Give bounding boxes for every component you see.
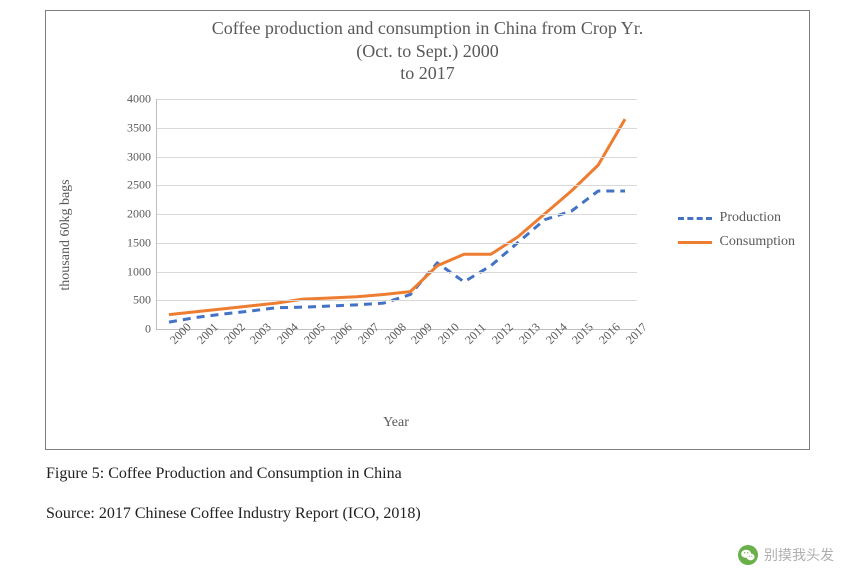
plot-wrap: thousand 60kg bags 050010001500200025003… — [106, 99, 636, 371]
wechat-icon — [738, 545, 758, 565]
legend-label-consumption: Consumption — [720, 234, 795, 250]
legend-swatch-production — [678, 217, 712, 220]
page-root: Coffee production and consumption in Chi… — [0, 0, 852, 579]
chart-frame: Coffee production and consumption in Chi… — [45, 10, 810, 450]
grid-line — [157, 243, 637, 244]
grid-line — [157, 128, 637, 129]
grid-line — [157, 300, 637, 301]
grid-line — [157, 157, 637, 158]
legend-swatch-consumption — [678, 241, 712, 244]
grid-line — [157, 185, 637, 186]
grid-line — [157, 272, 637, 273]
legend-label-production: Production — [720, 210, 781, 226]
chart-title: Coffee production and consumption in Chi… — [46, 11, 809, 85]
source-caption: Source: 2017 Chinese Coffee Industry Rep… — [46, 505, 421, 523]
ytick-label: 3500 — [127, 120, 151, 135]
figure-caption: Figure 5: Coffee Production and Consumpt… — [46, 465, 402, 483]
legend-item-consumption: Consumption — [678, 234, 795, 250]
ytick-label: 4000 — [127, 92, 151, 107]
ytick-label: 2500 — [127, 178, 151, 193]
y-axis-title: thousand 60kg bags — [58, 179, 74, 290]
ytick-label: 1500 — [127, 235, 151, 250]
chart-title-line-3: to 2017 — [400, 63, 455, 83]
ytick-label: 0 — [145, 322, 151, 337]
plot-area: 0500100015002000250030003500400020002001… — [156, 99, 637, 330]
watermark-text: 别摸我头发 — [764, 545, 834, 565]
ytick-label: 3000 — [127, 149, 151, 164]
ytick-label: 500 — [133, 293, 151, 308]
chart-title-line-2: (Oct. to Sept.) 2000 — [356, 41, 498, 61]
ytick-label: 2000 — [127, 207, 151, 222]
grid-line — [157, 214, 637, 215]
chart-title-line-1: Coffee production and consumption in Chi… — [212, 18, 643, 38]
x-axis-title: Year — [383, 415, 409, 431]
legend: Production Consumption — [678, 202, 795, 258]
series-line-production — [169, 191, 625, 322]
legend-item-production: Production — [678, 210, 795, 226]
grid-line — [157, 99, 637, 100]
ytick-label: 1000 — [127, 264, 151, 279]
series-line-consumption — [169, 119, 625, 315]
watermark: 别摸我头发 — [738, 545, 834, 565]
